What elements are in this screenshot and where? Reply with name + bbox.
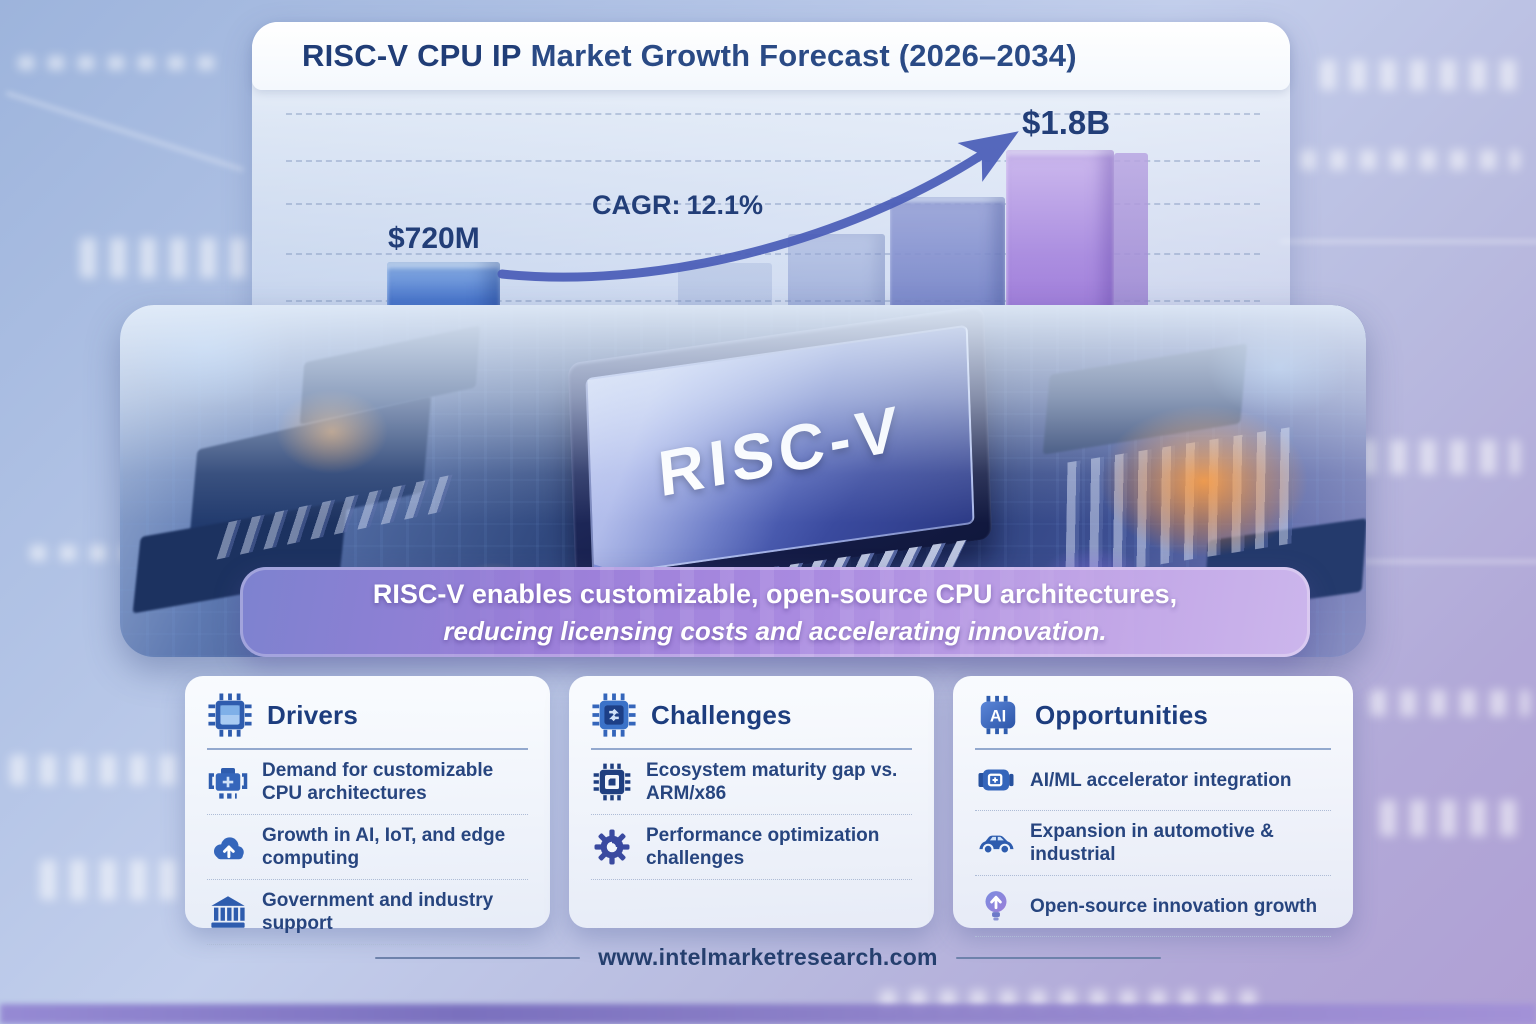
banner-line-2: reducing licensing costs and acceleratin… bbox=[443, 615, 1107, 646]
info-cards-row: Drivers Demand for customizable CPU arch… bbox=[185, 676, 1353, 945]
bg-pixel-row bbox=[10, 755, 190, 785]
challenge-item-1: Ecosystem maturity gap vs. ARM/x86 bbox=[591, 750, 912, 815]
bg-pixel-row bbox=[1380, 800, 1530, 836]
opportunities-card: AI Opportunities AI/ML accelerator integ… bbox=[953, 676, 1353, 937]
bg-trace-line bbox=[5, 91, 245, 172]
cagr-prefix: CAGR: bbox=[592, 190, 681, 220]
driver-item-3-text: Government and industry support bbox=[262, 890, 494, 934]
cloud-upload-icon bbox=[214, 837, 244, 860]
bank-icon bbox=[211, 896, 245, 928]
accelerator-card-icon bbox=[978, 769, 1014, 791]
footer-rule-left bbox=[375, 956, 581, 959]
challenge-item-2-text: Performance optimization challenges bbox=[646, 825, 880, 869]
banner-line-1: RISC-V enables customizable, open-source… bbox=[372, 578, 1178, 609]
driver-item-1-text: Demand for customizable CPU architecture… bbox=[262, 760, 494, 804]
ai-chip-icon-label: AI bbox=[990, 708, 1006, 726]
drivers-card: Drivers Demand for customizable CPU arch… bbox=[185, 676, 550, 945]
footer-rule-right bbox=[955, 956, 1161, 959]
end-value-label: $1.8B bbox=[1022, 104, 1111, 141]
title-bar: RISC-V CPU IP Market Growth Forecast (20… bbox=[252, 22, 1290, 90]
opportunity-item-1: AI/ML accelerator integration bbox=[975, 750, 1331, 811]
bg-pixel-row bbox=[1370, 690, 1530, 716]
page-title-strong: RISC-V CPU IP bbox=[302, 38, 522, 73]
market-growth-chart-panel: $720M CAGR: 12.1% $1.8B RISC-V CPU IP Mar… bbox=[252, 22, 1290, 477]
chip-plus-icon bbox=[208, 768, 248, 799]
drivers-card-title: Drivers bbox=[267, 699, 359, 730]
bg-pixel-row bbox=[40, 860, 190, 900]
gridline bbox=[286, 203, 1260, 205]
bg-pixel-row bbox=[1320, 60, 1520, 90]
gridline bbox=[286, 253, 1260, 255]
challenge-item-1-text: Ecosystem maturity gap vs. ARM/x86 bbox=[646, 760, 898, 804]
opportunity-item-2: Expansion in automotive & industrial bbox=[975, 811, 1331, 876]
driver-item-2-text: Growth in AI, IoT, and edge computing bbox=[262, 825, 506, 869]
lightbulb-growth-icon bbox=[985, 891, 1007, 921]
cpu-arrows-icon bbox=[592, 693, 636, 737]
ai-chip-icon: AI bbox=[980, 695, 1016, 735]
cpu-icon bbox=[208, 693, 252, 737]
bg-pixel-row bbox=[18, 56, 228, 70]
footer-url: www.intelmarketresearch.com bbox=[598, 944, 938, 970]
opportunities-card-title: Opportunities bbox=[1035, 699, 1209, 730]
challenges-card-header: Challenges bbox=[591, 692, 912, 750]
drivers-card-header: Drivers bbox=[207, 692, 528, 750]
cagr-value: 12.1% bbox=[686, 190, 764, 220]
car-icon bbox=[979, 835, 1014, 855]
chip-icon bbox=[593, 763, 631, 801]
chip-label: RISC-V bbox=[655, 391, 905, 511]
gridline bbox=[286, 113, 1260, 115]
growth-trend-arrow bbox=[497, 131, 1019, 282]
driver-item-1: Demand for customizable CPU architecture… bbox=[207, 750, 528, 815]
opportunities-card-header: AI Opportunities bbox=[975, 692, 1331, 750]
challenges-card: Challenges Ecosystem maturity gap vs. AR… bbox=[569, 676, 934, 928]
gear-icon bbox=[594, 829, 630, 865]
opportunity-item-1-text: AI/ML accelerator integration bbox=[1030, 769, 1292, 791]
cagr-label: CAGR: 12.1% bbox=[592, 190, 763, 221]
driver-item-3: Government and industry support bbox=[207, 880, 528, 945]
opportunity-item-2-text: Expansion in automotive & industrial bbox=[1030, 821, 1274, 865]
opportunity-item-3: Open-source innovation growth bbox=[975, 876, 1331, 937]
bg-trace-line bbox=[1280, 560, 1536, 563]
start-value-label: $720M bbox=[388, 222, 480, 255]
chip-top-face: RISC-V bbox=[585, 324, 975, 578]
footer: www.intelmarketresearch.com bbox=[0, 944, 1536, 971]
summary-banner: RISC-V enables customizable, open-source… bbox=[240, 567, 1310, 657]
bg-pixel-row bbox=[80, 238, 250, 278]
bg-bottom-strip bbox=[0, 1004, 1536, 1024]
gridline bbox=[286, 160, 1260, 162]
gridline bbox=[286, 300, 1260, 302]
challenges-card-title: Challenges bbox=[651, 699, 792, 730]
page-title-rest: Market Growth Forecast (2026–2034) bbox=[530, 38, 1077, 73]
challenge-item-2: Performance optimization challenges bbox=[591, 815, 912, 880]
bg-trace-line bbox=[1280, 240, 1536, 243]
bg-pixel-row bbox=[1300, 150, 1520, 170]
opportunity-item-3-text: Open-source innovation growth bbox=[1030, 895, 1318, 917]
driver-item-2: Growth in AI, IoT, and edge computing bbox=[207, 815, 528, 880]
